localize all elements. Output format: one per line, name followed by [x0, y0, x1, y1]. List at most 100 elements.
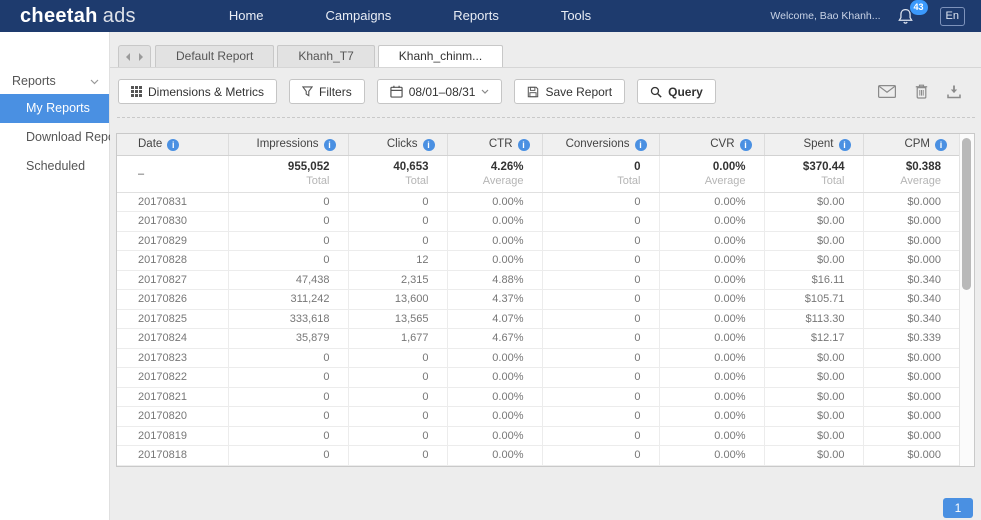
column-label: Impressions [256, 137, 319, 150]
value-cell: 0.00% [659, 250, 765, 271]
value-cell: 0.00% [447, 211, 543, 232]
value-cell: 0 [228, 348, 349, 368]
value-cell: 0 [542, 289, 660, 310]
value-cell: 0 [348, 348, 448, 368]
nav-item-home[interactable]: Home [228, 8, 264, 23]
table-scrollbar-track[interactable] [959, 134, 974, 466]
value-cell: 0.00% [659, 309, 765, 329]
toolbar-right-icons [878, 84, 961, 99]
date-cell: 20170824 [117, 328, 229, 349]
query-button[interactable]: Query [637, 79, 716, 104]
download-icon[interactable] [947, 85, 961, 99]
logo[interactable]: cheetah ads [20, 5, 136, 28]
value-cell: $0.000 [863, 192, 959, 212]
value-cell: 0.00% [659, 192, 765, 212]
info-icon[interactable]: i [422, 139, 435, 151]
value-cell: 0.00% [659, 406, 765, 427]
value-cell: 0 [542, 270, 660, 290]
value-cell: 0.00% [659, 211, 765, 232]
value-cell: 0 [542, 348, 660, 368]
tab-khanh-t7[interactable]: Khanh_T7 [277, 45, 375, 67]
info-icon[interactable]: i [838, 139, 851, 151]
column-header-spent[interactable]: Spent i [764, 134, 864, 156]
nav-item-campaigns[interactable]: Campaigns [325, 8, 392, 23]
info-icon[interactable]: i [634, 139, 647, 151]
email-icon[interactable] [878, 85, 896, 98]
tab-scroll-left-icon[interactable] [125, 52, 131, 61]
value-cell: 0 [228, 231, 349, 251]
date-cell: 20170825 [117, 309, 229, 329]
pagination-page-1-button[interactable]: 1 [943, 498, 973, 518]
value-cell: 333,618 [228, 309, 349, 329]
user-menu[interactable]: Welcome, Bao Khanh... [770, 10, 881, 22]
column-header-cpm[interactable]: CPM i [863, 134, 959, 156]
info-icon[interactable]: i [517, 139, 530, 151]
value-cell: $0.000 [863, 211, 959, 232]
value-cell: 4.07% [447, 309, 543, 329]
info-icon[interactable]: i [935, 139, 947, 151]
value-cell: 0 [228, 211, 349, 232]
value-cell: 0.00% [447, 406, 543, 427]
value-cell: 0 [228, 192, 349, 212]
table-scrollbar-thumb[interactable] [962, 138, 971, 290]
value-cell: 0 [228, 250, 349, 271]
value-cell: 0 [542, 406, 660, 427]
table-row: 20170819 0 0 0.00% 0 0.00% $0.00 $0.000 [117, 426, 959, 446]
value-cell: $0.000 [863, 445, 959, 466]
value-cell: $0.00 [764, 192, 864, 212]
topnav-menu: Home Campaigns Reports Tools [198, 0, 622, 32]
tab-bar: Default Report Khanh_T7 Khanh_chinm... [110, 32, 981, 68]
value-cell: $0.000 [863, 367, 959, 388]
column-header-date[interactable]: Date i [117, 134, 229, 156]
total-row-date: – [117, 155, 229, 193]
value-cell: 0.00% [447, 348, 543, 368]
value-cell: $0.00 [764, 211, 864, 232]
value-cell: $0.00 [764, 426, 864, 446]
date-cell: 20170818 [117, 445, 229, 466]
notifications-button[interactable]: 43 [897, 0, 928, 25]
bell-icon [897, 8, 914, 25]
value-cell: 0 [542, 192, 660, 212]
column-header-conversions[interactable]: Conversions i [542, 134, 660, 156]
value-cell: 0.00% [659, 426, 765, 446]
sidebar-item-download-report[interactable]: Download Report [26, 130, 123, 144]
save-report-button[interactable]: Save Report [514, 79, 626, 104]
dimensions-metrics-button[interactable]: Dimensions & Metrics [118, 79, 278, 104]
trash-icon[interactable] [915, 84, 928, 99]
date-range-button[interactable]: 08/01–08/31 [376, 79, 503, 104]
info-icon[interactable]: i [739, 139, 752, 151]
nav-item-reports[interactable]: Reports [453, 8, 499, 23]
column-header-ctr[interactable]: CTR i [447, 134, 543, 156]
info-icon[interactable]: i [167, 139, 180, 151]
table-row: 20170818 0 0 0.00% 0 0.00% $0.00 $0.000 [117, 445, 959, 466]
value-cell: 0.00% [659, 270, 765, 290]
report-table: Date i Impressions i Clicks i CTR i Conversions i… [117, 134, 959, 466]
language-selector[interactable]: En [939, 6, 965, 26]
value-cell: 0.00% [447, 192, 543, 212]
sidebar-item-scheduled[interactable]: Scheduled [26, 159, 86, 173]
tab-scroll-right-icon[interactable] [138, 52, 144, 61]
table-header-row: Date i Impressions i Clicks i CTR i Conversions i… [117, 134, 959, 156]
value-cell: 0.00% [447, 445, 543, 466]
nav-item-tools[interactable]: Tools [560, 8, 592, 23]
filters-button[interactable]: Filters [289, 79, 365, 104]
column-header-impressions[interactable]: Impressions i [228, 134, 349, 156]
value-cell: 0 [542, 328, 660, 349]
column-label: CPM [904, 137, 930, 150]
sidebar-section-reports[interactable]: Reports [0, 68, 109, 94]
table-row: 20170826 311,242 13,600 4.37% 0 0.00% $105.71 $… [117, 289, 959, 310]
info-icon[interactable]: i [323, 139, 336, 151]
toolbar: Dimensions & Metrics Filters 08/01–08/31 [118, 79, 981, 104]
column-label: CTR [488, 137, 513, 150]
value-cell: 0 [348, 192, 448, 212]
value-cell: $0.000 [863, 250, 959, 271]
value-cell: 0.00% [659, 348, 765, 368]
tab-khanh-chinm[interactable]: Khanh_chinm... [377, 45, 504, 67]
column-header-clicks[interactable]: Clicks i [348, 134, 448, 156]
value-cell: 0 [348, 367, 448, 388]
tab-default-report[interactable]: Default Report [155, 45, 275, 67]
column-label: Conversions [565, 137, 630, 150]
column-header-cvr[interactable]: CVR i [659, 134, 765, 156]
date-cell: 20170821 [117, 387, 229, 407]
sidebar-item-my-reports[interactable]: My Reports [0, 94, 109, 123]
